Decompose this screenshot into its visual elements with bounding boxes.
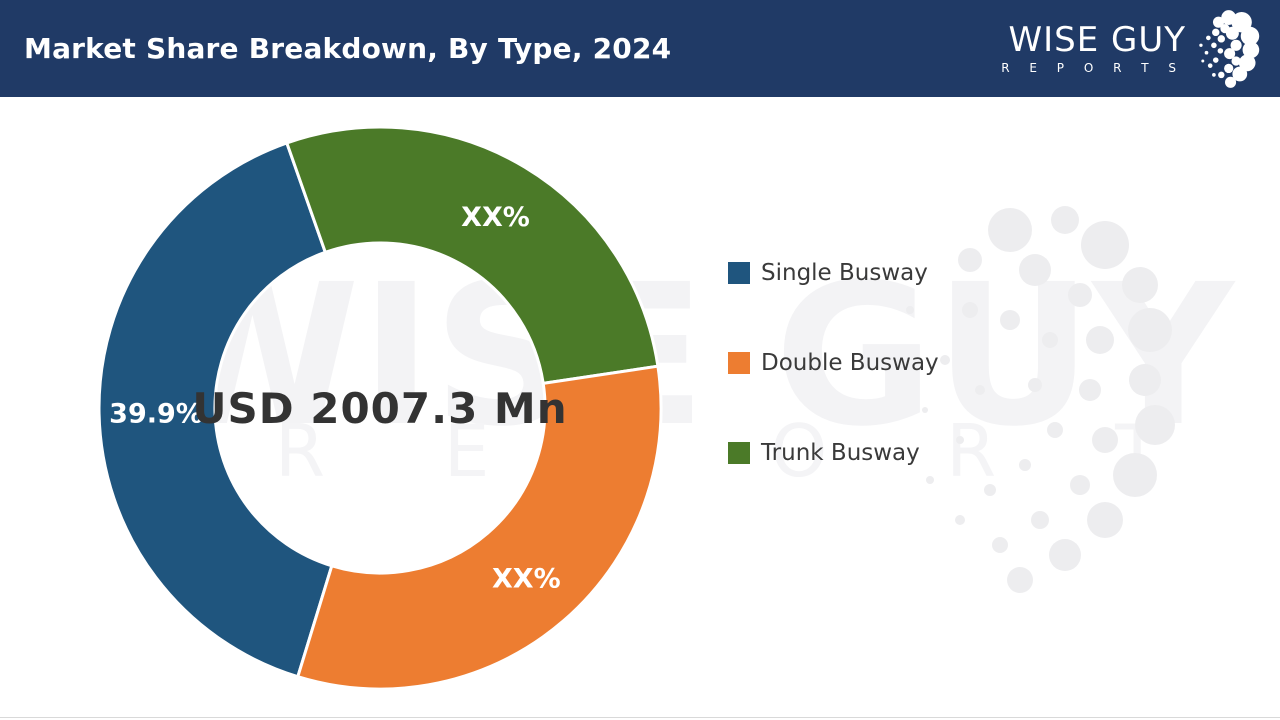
legend-label: Double Busway xyxy=(761,350,939,376)
legend-item-single-busway: Single Busway xyxy=(728,256,939,290)
legend-item-double-busway: Double Busway xyxy=(728,346,939,380)
bottom-divider xyxy=(0,717,1280,718)
legend-label: Trunk Busway xyxy=(761,440,920,466)
watermark-wordmark: WISE GUY xyxy=(145,242,1234,469)
header-bar: Market Share Breakdown, By Type, 2024 WI… xyxy=(0,0,1280,97)
legend-item-trunk-busway: Trunk Busway xyxy=(728,436,939,470)
legend-swatch-double-busway xyxy=(728,352,750,374)
watermark-face-dots xyxy=(906,206,1175,593)
donut-chart: 39.9% XX% XX% xyxy=(97,125,663,691)
legend-swatch-trunk-busway xyxy=(728,442,750,464)
logo-wordmark: WISE GUY xyxy=(1008,20,1186,61)
page-title: Market Share Breakdown, By Type, 2024 xyxy=(24,32,672,65)
watermark-subtext: R E P O R T S xyxy=(275,409,1280,493)
logo-subtext: R E P O R T S xyxy=(1001,60,1184,75)
segment-label-trunk-busway: XX% xyxy=(461,202,530,233)
donut-segment-single-busway xyxy=(97,141,334,679)
chart-center-value: USD 2007.3 Mn xyxy=(192,384,568,433)
segment-label-double-busway: XX% xyxy=(492,563,561,594)
legend-label: Single Busway xyxy=(761,260,928,286)
donut-segment-trunk-busway xyxy=(285,125,660,385)
chart-legend: Single Busway Double Busway Trunk Busway xyxy=(728,256,939,526)
logo-face-dots-icon xyxy=(1199,10,1260,88)
segment-label-single-busway: 39.9% xyxy=(109,398,203,429)
donut-segment-double-busway xyxy=(296,364,663,691)
wiseguy-logo: WISE GUY R E P O R T S xyxy=(1001,6,1262,92)
legend-swatch-single-busway xyxy=(728,262,750,284)
